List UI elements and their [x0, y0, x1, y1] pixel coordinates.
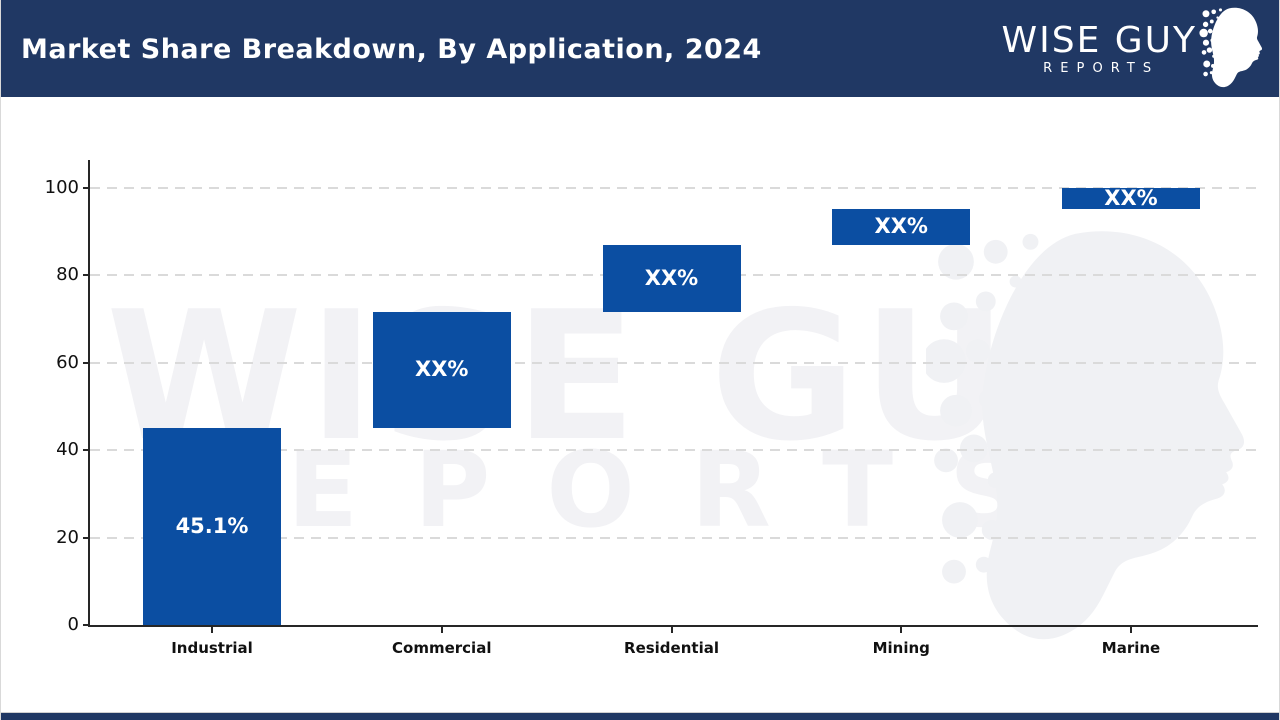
x-axis-label-industrial: Industrial [171, 639, 253, 657]
logo-wordmark: WISE GUY [1001, 19, 1197, 61]
watermark-subtitle: REPORTS [151, 429, 1081, 551]
bar-marine: XX% [1062, 185, 1200, 210]
wiseguy-face-icon [1199, 7, 1263, 88]
y-tick-label-20: 20 [56, 526, 79, 548]
y-tick-60 [83, 361, 90, 364]
bar-industrial: 45.1% [143, 427, 281, 625]
y-tick-20 [83, 536, 90, 539]
y-tick-40 [83, 449, 90, 451]
footer-bar [1, 713, 1279, 720]
page-title: Market Share Breakdown, By Application, … [21, 34, 762, 65]
bar-commercial: XX% [372, 312, 511, 428]
y-tick-label-40: 40 [56, 439, 79, 460]
x-tick-mining [900, 626, 903, 633]
bar-mining: XX% [832, 208, 971, 245]
y-tick-100 [83, 186, 90, 189]
logo-subtitle: REPORTS [1043, 61, 1160, 77]
bar-value-label-mining: XX% [874, 214, 928, 239]
wiseguy-logo: WISE GUY REPORTS [1002, 6, 1270, 92]
gridline-40 [90, 449, 1258, 451]
y-tick-80 [83, 274, 90, 276]
bar-residential: XX% [602, 244, 741, 313]
logo-text: WISE GUY REPORTS [1001, 19, 1198, 77]
x-axis-label-marine: Marine [1101, 639, 1161, 657]
bar-value-label-residential: XX% [644, 266, 699, 290]
figure-bottom-border [1, 712, 1279, 713]
gridline-100 [90, 186, 1258, 189]
y-tick-label-80: 80 [56, 264, 79, 285]
x-tick-residential [670, 626, 673, 633]
x-axis-line [88, 625, 1258, 627]
y-axis-spine [88, 160, 90, 627]
x-tick-industrial [211, 626, 213, 633]
gridline-20 [90, 536, 1258, 539]
x-tick-commercial [440, 626, 443, 633]
y-tick-label-0: 0 [67, 614, 79, 635]
y-tick-label-100: 100 [44, 176, 79, 198]
bar-value-label-industrial: 45.1% [175, 513, 249, 538]
header-banner: Market Share Breakdown, By Application, … [1, 0, 1279, 97]
y-tick-0 [83, 624, 90, 626]
bar-value-label-commercial: XX% [415, 357, 469, 382]
bar-value-label-marine: XX% [1104, 185, 1158, 210]
x-tick-marine [1130, 626, 1132, 633]
gridline-60 [90, 361, 1258, 364]
x-axis-label-residential: Residential [624, 639, 719, 657]
x-axis-label-mining: Mining [872, 639, 930, 657]
y-tick-label-60: 60 [56, 351, 79, 373]
x-axis-label-commercial: Commercial [392, 639, 492, 657]
